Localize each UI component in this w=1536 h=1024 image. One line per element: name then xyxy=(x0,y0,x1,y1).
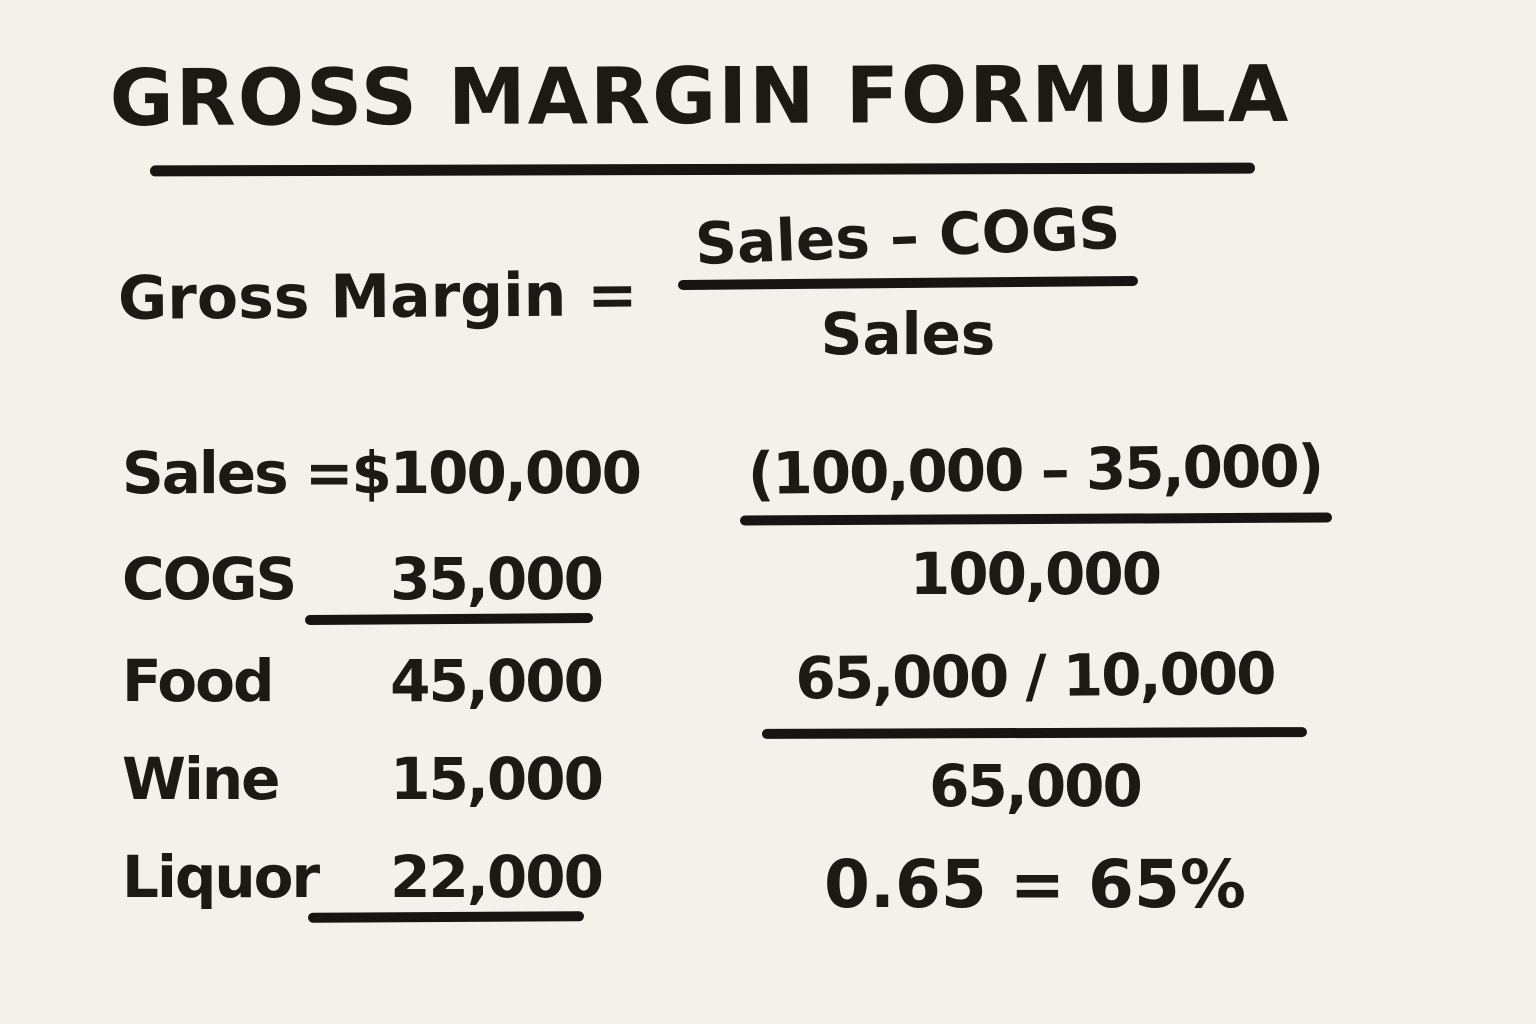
step2-denominator: 65,000 xyxy=(929,752,1143,820)
given-label-wine: Wine xyxy=(122,745,280,813)
given-value-wine: 15,000 xyxy=(390,745,604,813)
given-row-food: Food 45,000 xyxy=(122,640,604,722)
given-label-sales: Sales = xyxy=(122,439,353,507)
given-row-sales: Sales = $100,000 xyxy=(122,432,642,514)
given-value-cogs: 35,000 xyxy=(390,545,604,613)
cogs-underline xyxy=(304,612,594,626)
formula-fraction-bar xyxy=(677,275,1139,291)
given-value-food: 45,000 xyxy=(390,647,604,715)
formula-fraction: Sales – COGS Sales xyxy=(672,194,1144,368)
given-label-cogs: COGS xyxy=(122,545,297,613)
given-row-wine: Wine 15,000 xyxy=(122,738,604,820)
given-label-food: Food xyxy=(122,647,274,715)
formula-lhs: Gross Margin = xyxy=(117,260,638,334)
liquor-total-underline xyxy=(307,911,585,923)
step2-fraction-bar xyxy=(761,727,1308,739)
given-value-sales: $100,000 xyxy=(351,439,642,507)
title-underline xyxy=(149,162,1256,177)
formula-numerator: Sales – COGS xyxy=(694,193,1122,279)
step2-numerator: 65,000 / 10,000 xyxy=(795,639,1275,713)
step1-numerator: (100,000 – 35,000) xyxy=(747,431,1323,509)
step1-fraction-bar xyxy=(739,512,1333,526)
given-row-cogs: COGS 35,000 xyxy=(122,538,604,620)
result-value: 0.65 = 65% xyxy=(823,846,1247,923)
given-value-liquor: 22,000 xyxy=(390,843,604,911)
given-label-liquor: Liquor xyxy=(122,843,320,911)
formula-denominator: Sales xyxy=(820,300,996,368)
page-title: GROSS MARGIN FORMULA xyxy=(109,49,1291,145)
given-row-liquor: Liquor 22,000 xyxy=(122,836,604,918)
step1-denominator: 100,000 xyxy=(909,540,1162,608)
